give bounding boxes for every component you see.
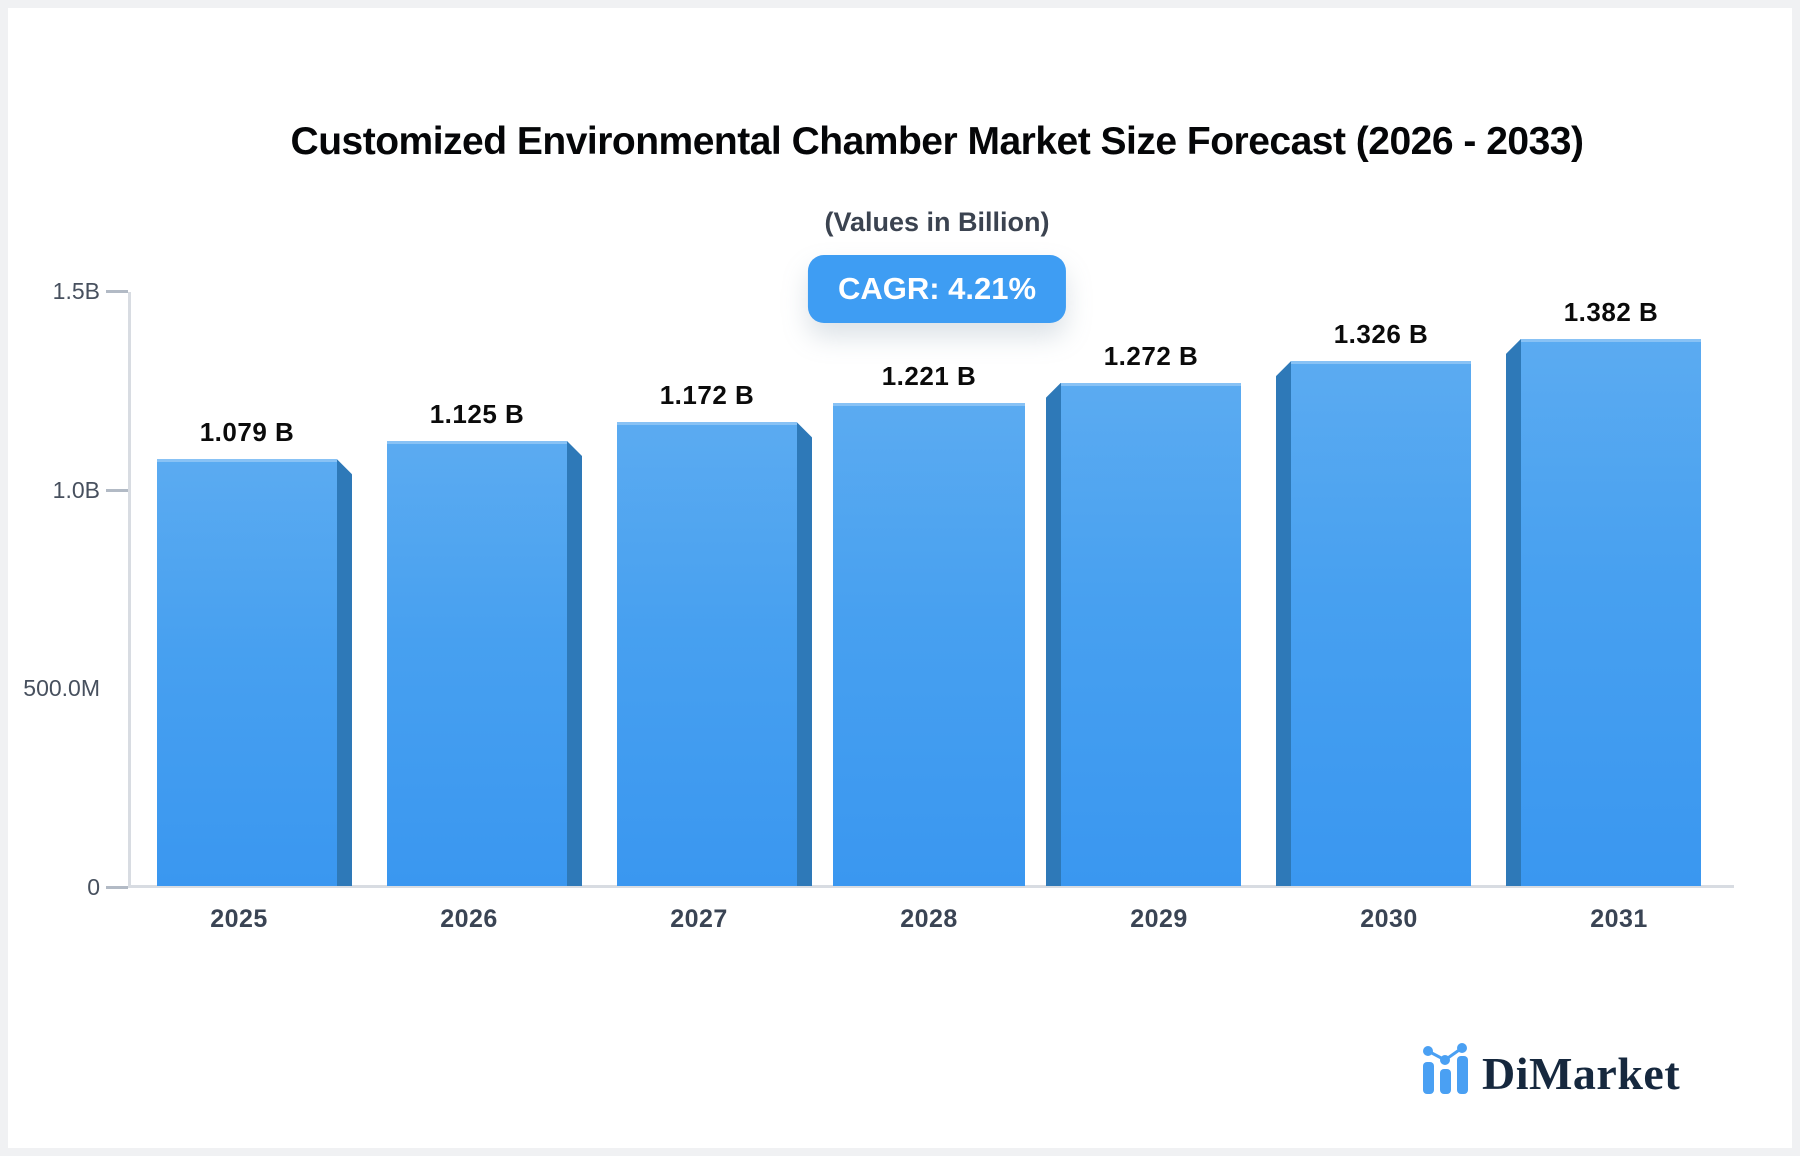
brand-name: DiMarket xyxy=(1482,1048,1681,1099)
bar-value-label: 1.272 B xyxy=(1103,340,1199,371)
y-tick-label: 0 xyxy=(87,874,100,900)
chart-title: Customized Environmental Chamber Market … xyxy=(290,120,1584,163)
y-axis-line xyxy=(128,292,131,888)
bar-side-3d xyxy=(1046,382,1061,886)
y-tick-label: 1.0B xyxy=(52,476,100,503)
x-axis-label-2027: 2027 xyxy=(670,905,728,933)
x-axis-label-2028: 2028 xyxy=(900,905,958,933)
bar-side-3d xyxy=(1276,361,1291,886)
bar-2025 xyxy=(157,459,337,886)
chart-subtitle: (Values in Billion) xyxy=(824,207,1050,237)
x-axis-line xyxy=(128,885,1734,888)
bar-value-label: 1.382 B xyxy=(1563,296,1659,327)
x-axis-label-2026: 2026 xyxy=(440,905,498,933)
bar-side-3d xyxy=(567,441,582,886)
brand-logo: DiMarket xyxy=(1421,1042,1681,1099)
bar-2028 xyxy=(833,402,1025,886)
plot-area: 1.5B 1.0B 500.0M 0 1.079 B 2025 1.125 B 2026 1.1… xyxy=(8,8,1792,1148)
x-axis-label-2031: 2031 xyxy=(1590,905,1648,933)
chart-canvas: Customized Environmental Chamber Market … xyxy=(8,8,1792,1148)
bar-value-label: 1.221 B xyxy=(881,360,977,391)
bar-2027 xyxy=(617,422,797,886)
bar-2030 xyxy=(1291,361,1471,886)
bar-2031 xyxy=(1521,338,1701,886)
x-axis-label-2025: 2025 xyxy=(210,905,268,933)
bar-2026 xyxy=(387,441,567,886)
y-tick-label: 1.5B xyxy=(52,278,100,304)
bar-value-label: 1.326 B xyxy=(1333,319,1429,350)
bar-side-3d xyxy=(337,459,352,886)
y-tick-label: 500.0M xyxy=(23,675,100,702)
y-tick-mark xyxy=(106,488,128,492)
bar-value-label: 1.125 B xyxy=(429,399,525,429)
bar-value-label: 1.079 B xyxy=(199,417,295,448)
y-tick-mark xyxy=(106,290,128,293)
bar-side-3d xyxy=(1506,338,1521,886)
y-tick-mark xyxy=(106,886,128,889)
x-axis-label-2030: 2030 xyxy=(1360,905,1418,933)
dimarket-logo-icon xyxy=(1423,1043,1468,1094)
bar-2029 xyxy=(1061,382,1241,886)
cagr-badge: CAGR: 4.21% xyxy=(807,255,1067,323)
x-axis-label-2029: 2029 xyxy=(1130,905,1188,933)
bar-value-label: 1.172 B xyxy=(659,380,755,411)
bar-side-3d xyxy=(797,422,812,886)
